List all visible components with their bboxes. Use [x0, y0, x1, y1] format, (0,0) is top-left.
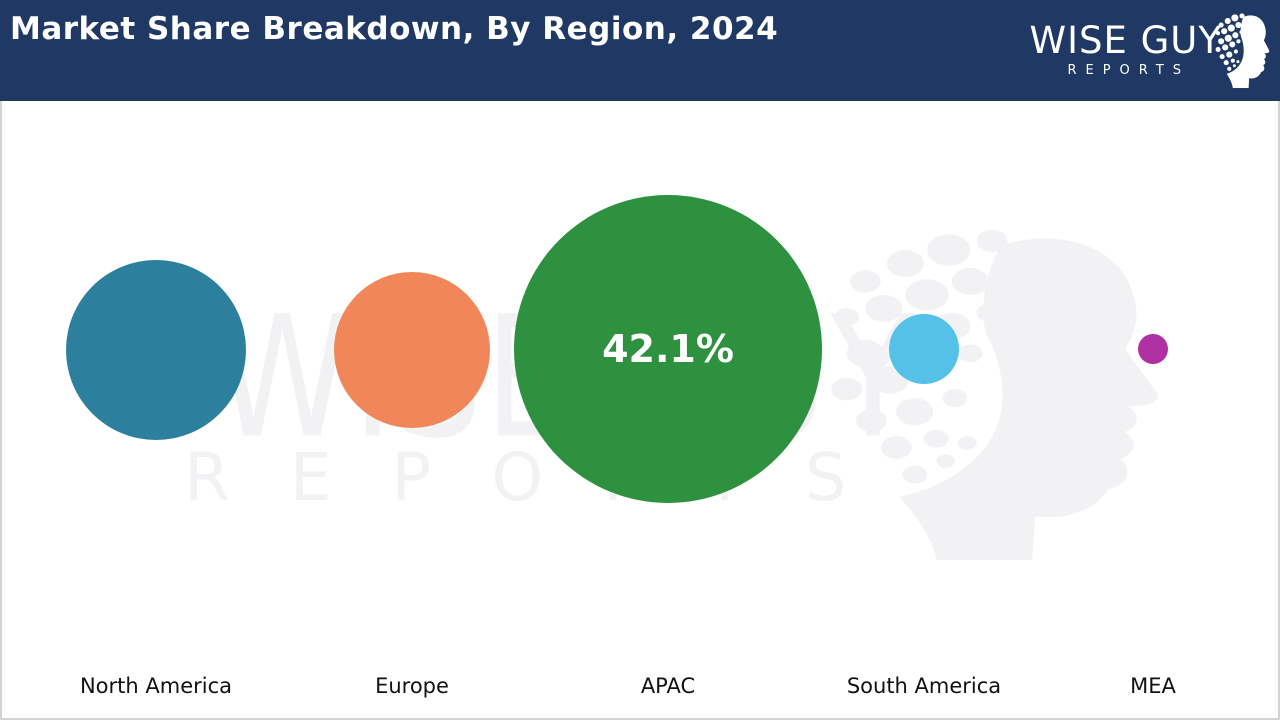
bubble-north-america [66, 260, 246, 440]
bubble-europe [334, 272, 490, 428]
bubble-value-apac: 42.1% [602, 327, 734, 371]
head-silhouette-icon [1214, 7, 1270, 93]
logo-subtitle: REPORTS [1067, 62, 1191, 78]
bubble-south-america [889, 314, 959, 384]
watermark-subtitle: REPORTS [184, 439, 907, 516]
wise-guy-reports-logo: WISE GUY REPORTS [1030, 7, 1270, 93]
bubble-mea [1138, 334, 1168, 364]
logo-text: WISE GUY REPORTS [1029, 19, 1222, 78]
bubble-apac [514, 195, 822, 503]
logo-wordmark: WISE GUY [1029, 19, 1222, 63]
watermark-head-silhouette-icon [822, 223, 1162, 560]
region-label-south-america: South America [846, 674, 1002, 698]
header-bar: Market Share Breakdown, By Region, 2024 … [0, 0, 1280, 101]
page-title: Market Share Breakdown, By Region, 2024 [10, 11, 779, 47]
bubble-chart: WISE GUY REPORTS North AmericaEurope42.1… [0, 101, 1280, 720]
region-label-north-america: North America [79, 674, 233, 698]
region-label-apac: APAC [640, 674, 696, 698]
region-label-europe: Europe [375, 674, 449, 698]
region-label-mea: MEA [1130, 674, 1176, 698]
